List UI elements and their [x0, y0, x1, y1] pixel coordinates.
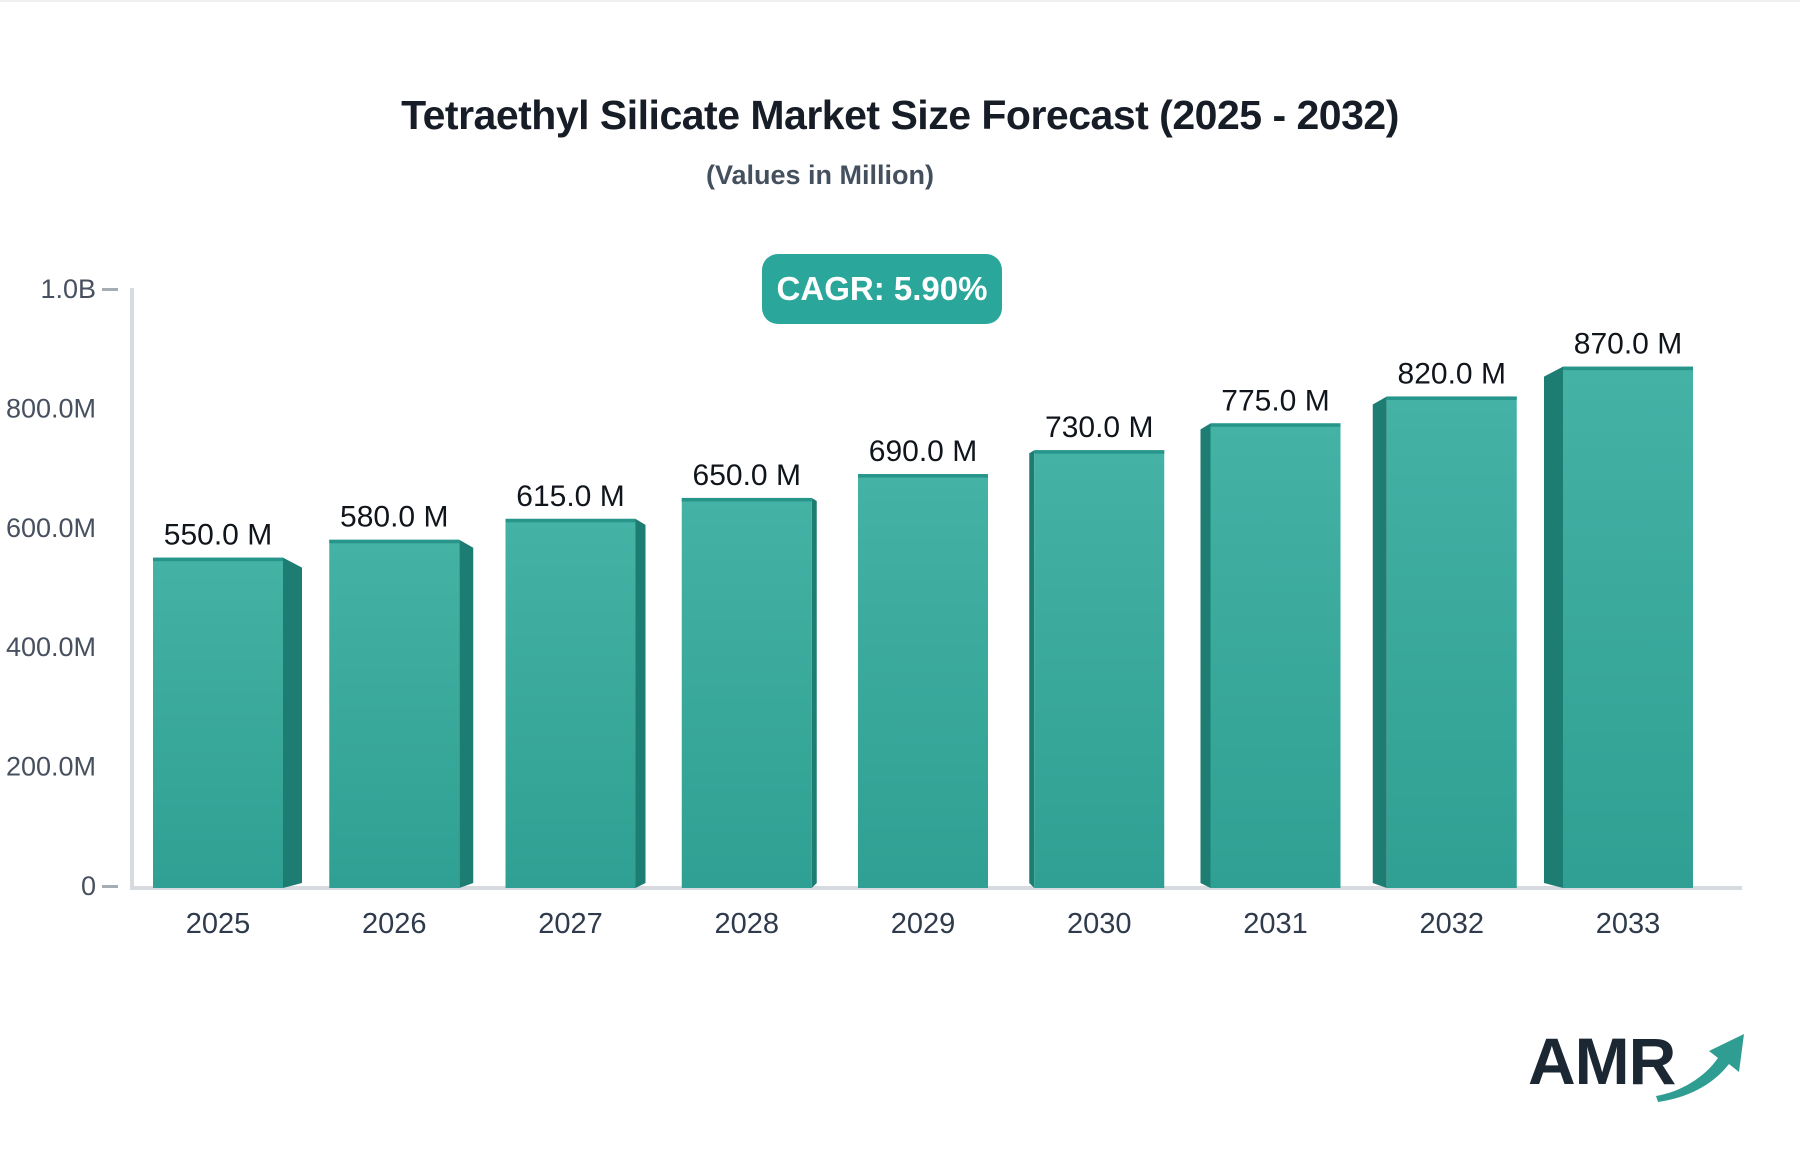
bar-front-face: [858, 474, 988, 888]
bar-top-edge: [1563, 366, 1693, 371]
bar-value-label: 730.0 M: [1045, 411, 1153, 444]
bar-top-edge: [329, 539, 460, 544]
bar-side-face: [1372, 396, 1387, 888]
bar-2030[interactable]: [1029, 450, 1165, 888]
amr-logo: AMR: [1528, 1024, 1744, 1112]
x-tick-label: 2030: [1067, 908, 1132, 940]
y-axis-line: [130, 288, 134, 890]
cagr-badge: CAGR: 5.90%: [762, 254, 1002, 324]
x-tick-label: 2029: [891, 908, 956, 940]
bar-value-label: 820.0 M: [1398, 357, 1506, 390]
bar-value-label: 870.0 M: [1574, 328, 1682, 361]
bar-front-face: [1386, 396, 1517, 888]
bar-2033[interactable]: [1544, 366, 1693, 888]
y-tick-label: 600.0M: [6, 513, 96, 543]
bar-2029[interactable]: [858, 474, 988, 888]
x-tick-label: 2025: [186, 908, 251, 940]
bar-front-face: [153, 557, 283, 888]
bar-value-label: 775.0 M: [1221, 384, 1329, 417]
bar-2028[interactable]: [681, 497, 817, 888]
bar-side-face: [283, 557, 302, 888]
x-tick-label: 2031: [1243, 908, 1308, 940]
bar-2032[interactable]: [1372, 396, 1517, 888]
x-tick-label: 2028: [714, 908, 779, 940]
bar-2027[interactable]: [505, 518, 646, 888]
bar-value-label: 650.0 M: [693, 459, 801, 492]
bar-top-edge: [505, 518, 636, 523]
bar-front-face: [505, 518, 636, 888]
bar-top-edge: [681, 497, 812, 502]
bar-2031[interactable]: [1200, 423, 1341, 888]
chart-subtitle: (Values in Million): [705, 160, 935, 190]
x-tick-label: 2026: [362, 908, 427, 940]
bar-top-edge: [153, 557, 283, 562]
bar-2025[interactable]: [153, 557, 302, 888]
bar-side-face: [1544, 366, 1563, 888]
bar-front-face: [1563, 366, 1693, 888]
amr-logo-text: AMR: [1528, 1024, 1676, 1098]
x-tick-label: 2027: [538, 908, 603, 940]
bar-front-face: [681, 497, 812, 888]
y-tick-label: 0: [81, 871, 96, 901]
chart-title: Tetraethyl Silicate Market Size Forecast…: [401, 92, 1399, 138]
bar-value-label: 580.0 M: [340, 501, 448, 534]
bar-side-face: [635, 518, 646, 888]
bar-front-face: [1210, 423, 1341, 888]
bar-side-face: [811, 497, 817, 888]
bar-top-edge: [1210, 423, 1341, 427]
y-tick-label: 800.0M: [6, 393, 96, 423]
growth-arrow-icon: [1656, 1034, 1744, 1102]
bar-front-face: [1034, 450, 1165, 888]
bar-top-edge: [1386, 396, 1517, 400]
y-tick-label: 400.0M: [6, 632, 96, 662]
bar-value-label: 550.0 M: [164, 519, 272, 552]
bar-side-face: [1029, 450, 1035, 888]
y-tick-dash: [102, 288, 118, 291]
bar-front-face: [329, 539, 460, 888]
bar-top-edge: [1034, 450, 1165, 454]
y-tick-label: 200.0M: [6, 752, 96, 782]
x-tick-label: 2032: [1419, 908, 1484, 940]
bar-side-face: [459, 539, 474, 888]
y-tick-dash: [102, 885, 118, 888]
bar-2026[interactable]: [329, 539, 474, 888]
y-tick-label: 1.0B: [40, 274, 96, 304]
bar-top-edge: [858, 474, 988, 478]
cagr-badge-label: CAGR: 5.90%: [776, 270, 988, 307]
bar-value-label: 690.0 M: [869, 435, 977, 468]
bar-value-label: 615.0 M: [516, 480, 624, 513]
bar-side-face: [1200, 423, 1211, 888]
x-tick-label: 2033: [1596, 908, 1661, 940]
